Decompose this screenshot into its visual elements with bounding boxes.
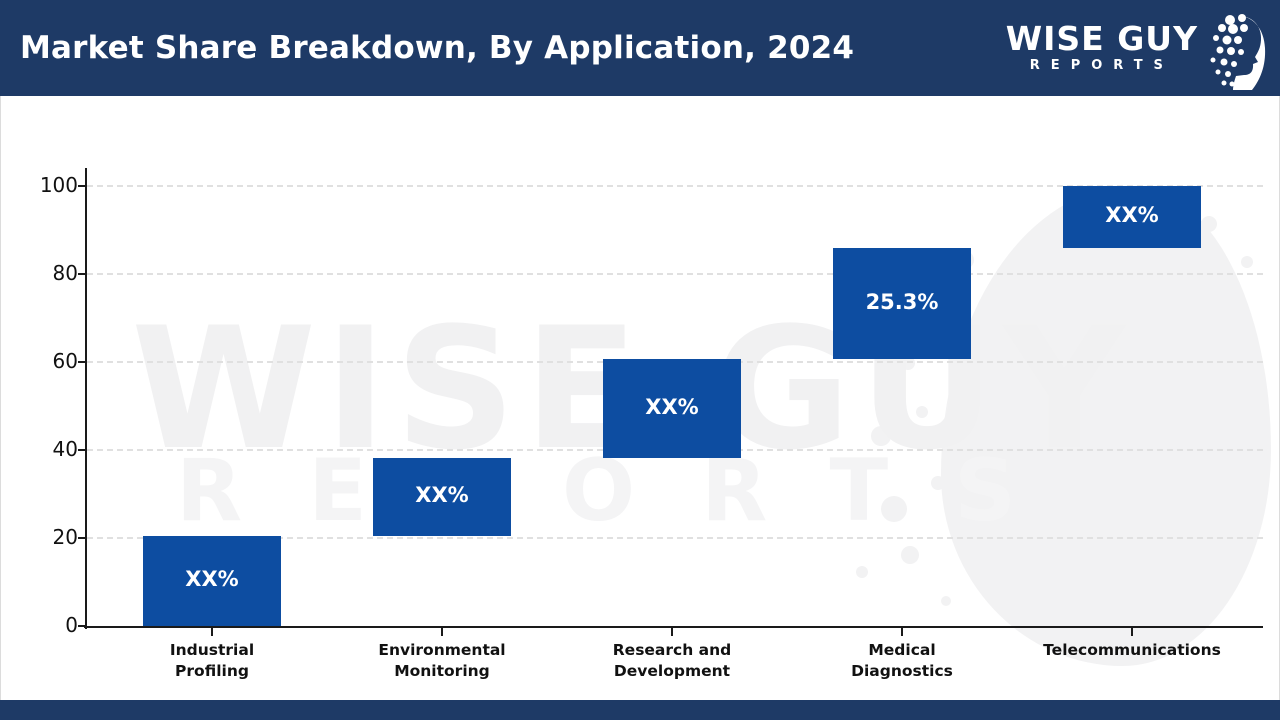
y-tick-label-40: 40 bbox=[52, 437, 78, 461]
y-tick-label-60: 60 bbox=[52, 349, 78, 373]
chart-area: WISE GUY REPORTS 0 20 40 60 80 100 XX% Industri… bbox=[0, 96, 1280, 700]
y-tick-mark-60 bbox=[78, 361, 86, 363]
bar-value-label-5: XX% bbox=[1105, 203, 1159, 228]
y-tick-mark-40 bbox=[78, 449, 86, 451]
y-tick-mark-100 bbox=[78, 185, 86, 187]
y-tick-label-100: 100 bbox=[39, 173, 78, 197]
watermark-line2: REPORTS bbox=[176, 441, 1083, 541]
watermark-dot bbox=[871, 426, 891, 446]
bar-value-label-3: XX% bbox=[645, 394, 699, 419]
bar-telecommunications bbox=[1063, 186, 1201, 249]
bar-environmental-monitoring bbox=[373, 458, 511, 536]
y-tick-mark-20 bbox=[78, 537, 86, 539]
watermark-dot bbox=[901, 546, 919, 564]
y-tick-mark-80 bbox=[78, 273, 86, 275]
x-category-label-1: Industrial Profiling bbox=[169, 641, 255, 680]
x-tick-mark-4 bbox=[901, 628, 903, 636]
y-tick-label-80: 80 bbox=[52, 261, 78, 285]
x-category-label-2: Environmental Monitoring bbox=[378, 641, 506, 680]
watermark-dot bbox=[916, 406, 928, 418]
footer-bar bbox=[0, 700, 1280, 720]
logo-line1: WISE GUY bbox=[1005, 19, 1198, 58]
bar-medical-diagnostics bbox=[833, 248, 971, 360]
watermark-dot bbox=[941, 596, 951, 606]
watermark-dot bbox=[1001, 281, 1031, 311]
x-tick-mark-5 bbox=[1131, 628, 1133, 636]
logo-line2: REPORTS bbox=[1029, 58, 1174, 73]
wise-guy-logo: WISE GUY REPORTS bbox=[1006, 6, 1266, 92]
watermark-dot bbox=[1241, 256, 1253, 268]
bar-value-label-2: XX% bbox=[415, 483, 469, 508]
watermark-dot bbox=[996, 346, 1008, 358]
gridline-100 bbox=[87, 185, 1263, 187]
x-axis-line bbox=[84, 626, 1263, 628]
x-tick-mark-2 bbox=[441, 628, 443, 636]
y-tick-mark-0 bbox=[78, 625, 86, 627]
page-title: Market Share Breakdown, By Application, … bbox=[20, 30, 855, 66]
logo-face-icon bbox=[1210, 14, 1266, 90]
x-category-label-5: Telecommunications bbox=[1043, 641, 1221, 659]
y-tick-label-20: 20 bbox=[52, 525, 78, 549]
bar-value-label-4: 25.3% bbox=[865, 289, 939, 314]
gridline-20 bbox=[87, 537, 1263, 539]
bar-industrial-profiling bbox=[143, 535, 281, 626]
y-tick-label-0: 0 bbox=[65, 613, 78, 637]
watermark-dot bbox=[856, 566, 868, 578]
watermark-dot bbox=[931, 476, 945, 490]
x-tick-mark-1 bbox=[211, 628, 213, 636]
bar-research-and-development bbox=[603, 359, 741, 459]
watermark-dot bbox=[1201, 216, 1217, 232]
watermark-dot bbox=[881, 496, 907, 522]
logo-wordmark: WISE GUY REPORTS bbox=[1006, 22, 1198, 74]
x-category-label-3: Research and Development bbox=[612, 641, 732, 680]
watermark-dot bbox=[901, 356, 915, 370]
bar-value-label-1: XX% bbox=[185, 566, 239, 591]
y-axis-line bbox=[85, 168, 87, 629]
x-tick-mark-3 bbox=[671, 628, 673, 636]
gridline-80 bbox=[87, 273, 1263, 275]
header-bar: Market Share Breakdown, By Application, … bbox=[0, 0, 1280, 96]
x-category-label-4: Medical Diagnostics bbox=[851, 641, 953, 680]
